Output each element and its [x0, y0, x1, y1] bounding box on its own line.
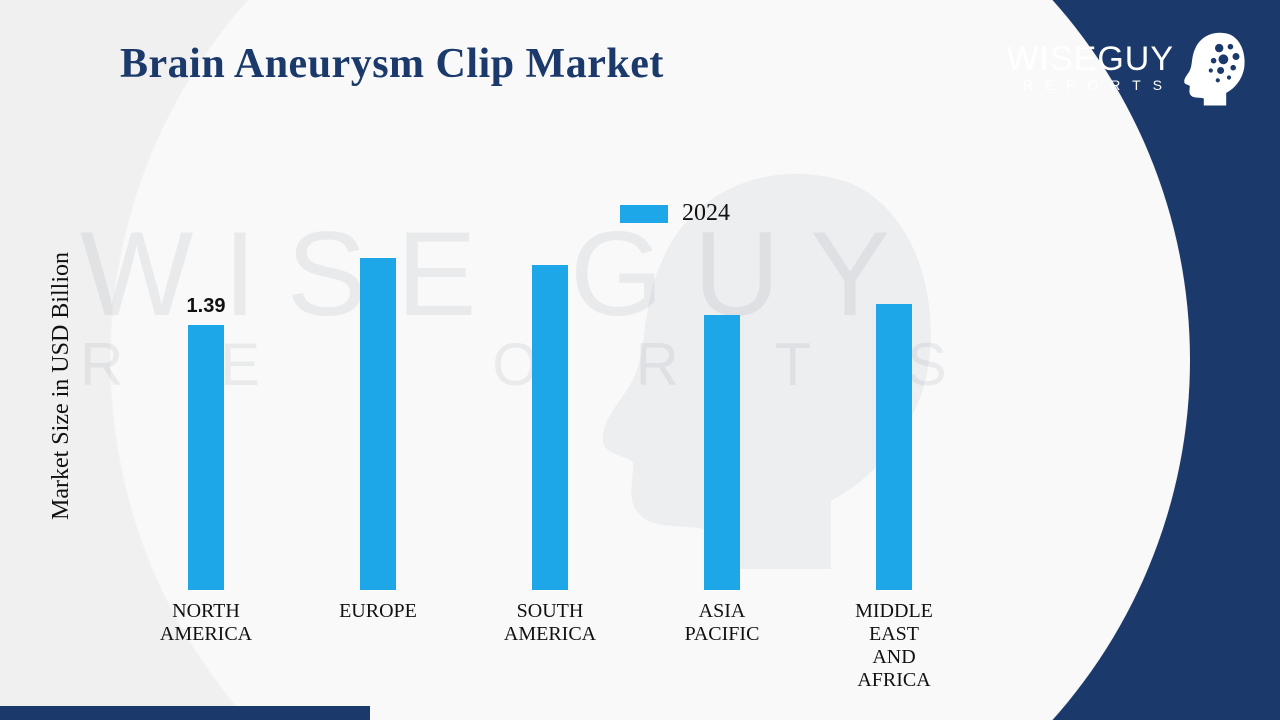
x-axis-label: SOUTH AMERICA — [475, 600, 625, 692]
y-axis-label: Market Size in USD Billion — [48, 252, 75, 520]
x-axis-label: EUROPE — [303, 600, 453, 692]
chart-stage: WISE GUY R E P O R T S WISEGUY REPORTS B… — [0, 0, 1280, 720]
bar-slot — [819, 274, 969, 590]
chart-title: Brain Aneurysm Clip Market — [120, 40, 664, 88]
x-axis-label: NORTH AMERICA — [131, 600, 281, 692]
bar-slot — [647, 285, 797, 590]
bar-slot: 1.39 — [131, 295, 281, 590]
bar-slot — [475, 235, 625, 590]
bar — [876, 304, 912, 590]
brand-subtitle: REPORTS — [1006, 78, 1174, 92]
x-axis-labels: NORTH AMERICAEUROPESOUTH AMERICAASIA PAC… — [120, 600, 980, 692]
bar-value-label: 1.39 — [187, 295, 226, 319]
brand-logo: WISEGUY REPORTS — [1006, 28, 1250, 106]
bar — [532, 265, 568, 590]
x-axis-label: ASIA PACIFIC — [647, 600, 797, 692]
bar — [360, 258, 396, 590]
x-axis-label: MIDDLE EAST AND AFRICA — [819, 600, 969, 692]
bar — [188, 325, 224, 590]
bar-slot — [303, 228, 453, 590]
brand-head-icon — [1180, 28, 1250, 106]
bottom-accent-bar — [0, 706, 370, 720]
bars-container: 1.39 — [120, 170, 980, 590]
bar — [704, 315, 740, 590]
chart-plot-area: 1.39 — [120, 170, 980, 590]
brand-name: WISEGUY — [1006, 42, 1174, 76]
